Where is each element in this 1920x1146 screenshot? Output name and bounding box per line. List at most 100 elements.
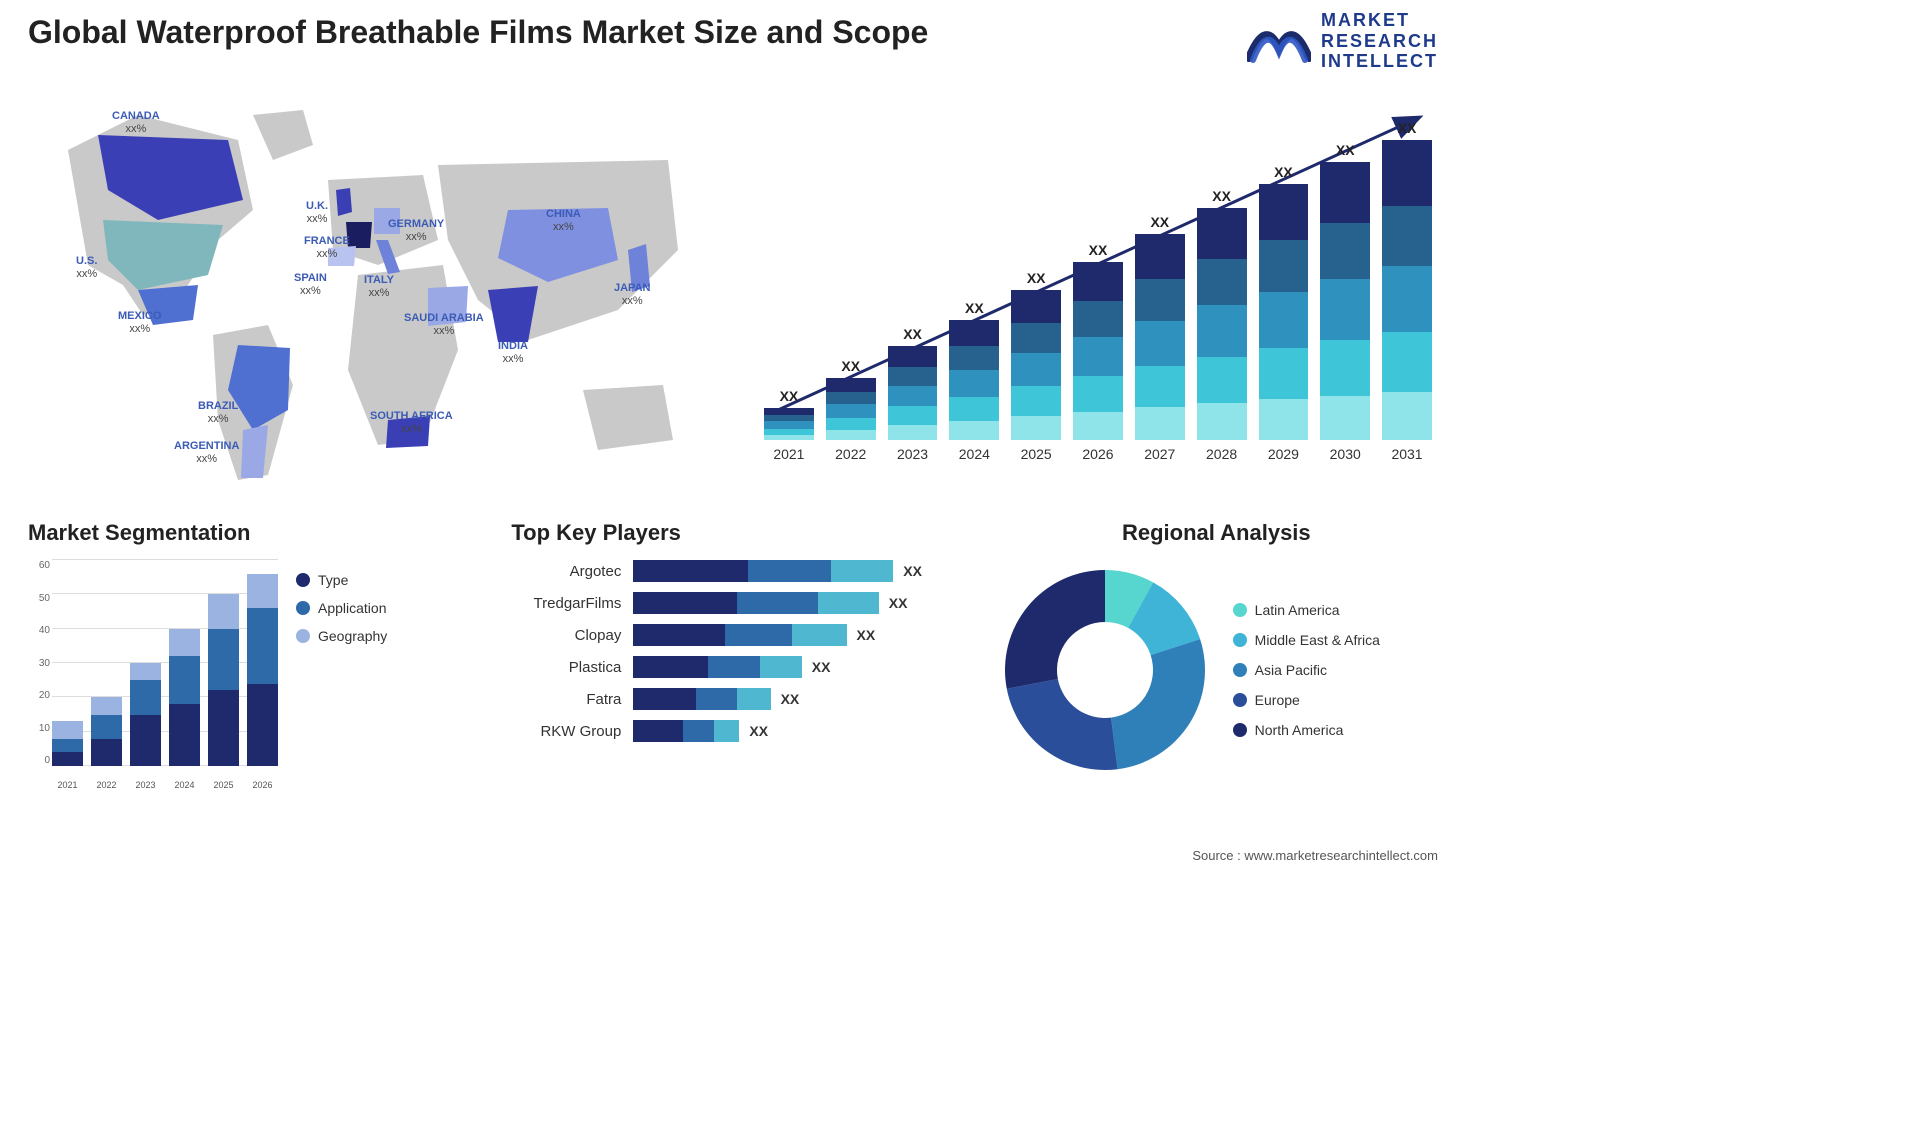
kp-value: XX — [857, 627, 876, 643]
main-bar-segment — [1320, 223, 1370, 279]
map-label-brazil: BRAZILxx% — [198, 400, 238, 425]
ra-legend-item: Middle East & Africa — [1233, 632, 1380, 648]
main-bar-segment — [826, 378, 876, 392]
kp-bar-segment — [633, 688, 695, 710]
main-bar-segment — [1197, 305, 1247, 356]
main-bar-segment — [1320, 396, 1370, 440]
seg-bar-segment — [169, 704, 200, 766]
seg-bar-2023 — [130, 663, 161, 766]
logo-line3: INTELLECT — [1321, 51, 1438, 72]
main-bar-segment — [1073, 337, 1123, 376]
map-label-mexico: MEXICOxx% — [118, 310, 161, 335]
seg-bar-2024 — [169, 629, 200, 766]
kp-bar-segment — [633, 624, 725, 646]
seg-bar-2022 — [91, 697, 122, 766]
map-label-saudi-arabia: SAUDI ARABIAxx% — [404, 312, 484, 337]
main-bar-segment — [1259, 184, 1309, 240]
main-bar-segment — [1197, 208, 1247, 259]
seg-xlabel: 2026 — [247, 780, 278, 790]
regional-analysis-panel: Regional Analysis Latin America Middle Ea… — [995, 520, 1438, 790]
main-bar-segment — [764, 421, 814, 428]
key-players-chart: ArgotecXXTredgarFilmsXXClopayXXPlasticaX… — [511, 560, 954, 742]
page-title: Global Waterproof Breathable Films Marke… — [28, 14, 928, 51]
seg-ytick: 20 — [28, 690, 50, 701]
main-bar-segment — [1135, 279, 1185, 320]
map-label-china: CHINAxx% — [546, 208, 581, 233]
kp-bar-segment — [831, 560, 893, 582]
legend-label: Geography — [318, 628, 387, 644]
kp-bar-segment — [737, 592, 818, 614]
kp-row: TredgarFilmsXX — [511, 592, 954, 614]
main-xlabel: 2023 — [888, 446, 938, 462]
seg-legend-item: Geography — [296, 628, 387, 644]
main-bar-segment — [826, 404, 876, 418]
main-xlabel: 2026 — [1073, 446, 1123, 462]
map-label-japan: JAPANxx% — [614, 282, 650, 307]
main-bar-segment — [1135, 321, 1185, 366]
legend-dot-icon — [1233, 693, 1247, 707]
map-label-india: INDIAxx% — [498, 340, 528, 365]
legend-label: North America — [1255, 722, 1344, 738]
seg-bar-segment — [130, 715, 161, 767]
kp-row: FatraXX — [511, 688, 954, 710]
kp-bar-segment — [748, 560, 831, 582]
main-bar-segment — [1320, 340, 1370, 396]
main-bar-2021: XX — [764, 388, 814, 440]
seg-bar-segment — [169, 656, 200, 704]
kp-value: XX — [781, 691, 800, 707]
main-bar-value: XX — [1398, 120, 1417, 136]
main-bar-segment — [764, 435, 814, 440]
main-xlabel: 2024 — [949, 446, 999, 462]
map-label-spain: SPAINxx% — [294, 272, 327, 297]
kp-bar-segment — [633, 720, 683, 742]
kp-value: XX — [749, 723, 768, 739]
seg-bar-2026 — [247, 574, 278, 766]
main-bar-value: XX — [965, 300, 984, 316]
legend-dot-icon — [1233, 633, 1247, 647]
regional-donut-chart — [995, 560, 1215, 780]
seg-legend-item: Application — [296, 600, 387, 616]
seg-legend-item: Type — [296, 572, 387, 588]
seg-bar-segment — [208, 594, 239, 628]
kp-value: XX — [812, 659, 831, 675]
main-bar-segment — [1011, 353, 1061, 386]
main-bar-value: XX — [1274, 164, 1293, 180]
seg-ytick: 60 — [28, 560, 50, 571]
main-bar-value: XX — [1150, 214, 1169, 230]
seg-bar-segment — [208, 629, 239, 691]
map-label-south-africa: SOUTH AFRICAxx% — [370, 410, 453, 435]
map-label-u.s.: U.S.xx% — [76, 255, 97, 280]
main-bar-segment — [1011, 290, 1061, 323]
legend-label: Type — [318, 572, 348, 588]
kp-bar-segment — [737, 688, 770, 710]
legend-dot-icon — [296, 573, 310, 587]
main-bar-segment — [1135, 366, 1185, 407]
regional-legend: Latin AmericaMiddle East & AfricaAsia Pa… — [1233, 602, 1380, 738]
main-bar-segment — [764, 408, 814, 415]
main-bar-segment — [888, 367, 938, 386]
legend-label: Middle East & Africa — [1255, 632, 1380, 648]
regional-title: Regional Analysis — [995, 520, 1438, 546]
kp-bar-segment — [792, 624, 846, 646]
main-bar-segment — [1259, 240, 1309, 291]
key-players-title: Top Key Players — [511, 520, 954, 546]
main-xlabel: 2029 — [1259, 446, 1309, 462]
seg-bar-segment — [91, 697, 122, 714]
world-map: CANADAxx%U.S.xx%MEXICOxx%BRAZILxx%ARGENT… — [28, 90, 708, 490]
map-label-canada: CANADAxx% — [112, 110, 160, 135]
main-bar-segment — [1382, 206, 1432, 266]
seg-ytick: 30 — [28, 658, 50, 669]
kp-row: ArgotecXX — [511, 560, 954, 582]
main-bar-value: XX — [1336, 142, 1355, 158]
main-xlabel: 2021 — [764, 446, 814, 462]
main-bar-2027: XX — [1135, 214, 1185, 440]
main-bar-segment — [949, 397, 999, 421]
donut-slice — [1005, 570, 1105, 689]
kp-bar-segment — [725, 624, 793, 646]
main-bar-segment — [949, 421, 999, 440]
seg-xlabel: 2023 — [130, 780, 161, 790]
ra-legend-item: Latin America — [1233, 602, 1380, 618]
logo-line2: RESEARCH — [1321, 31, 1438, 52]
map-label-france: FRANCExx% — [304, 235, 350, 260]
main-xlabel: 2027 — [1135, 446, 1185, 462]
